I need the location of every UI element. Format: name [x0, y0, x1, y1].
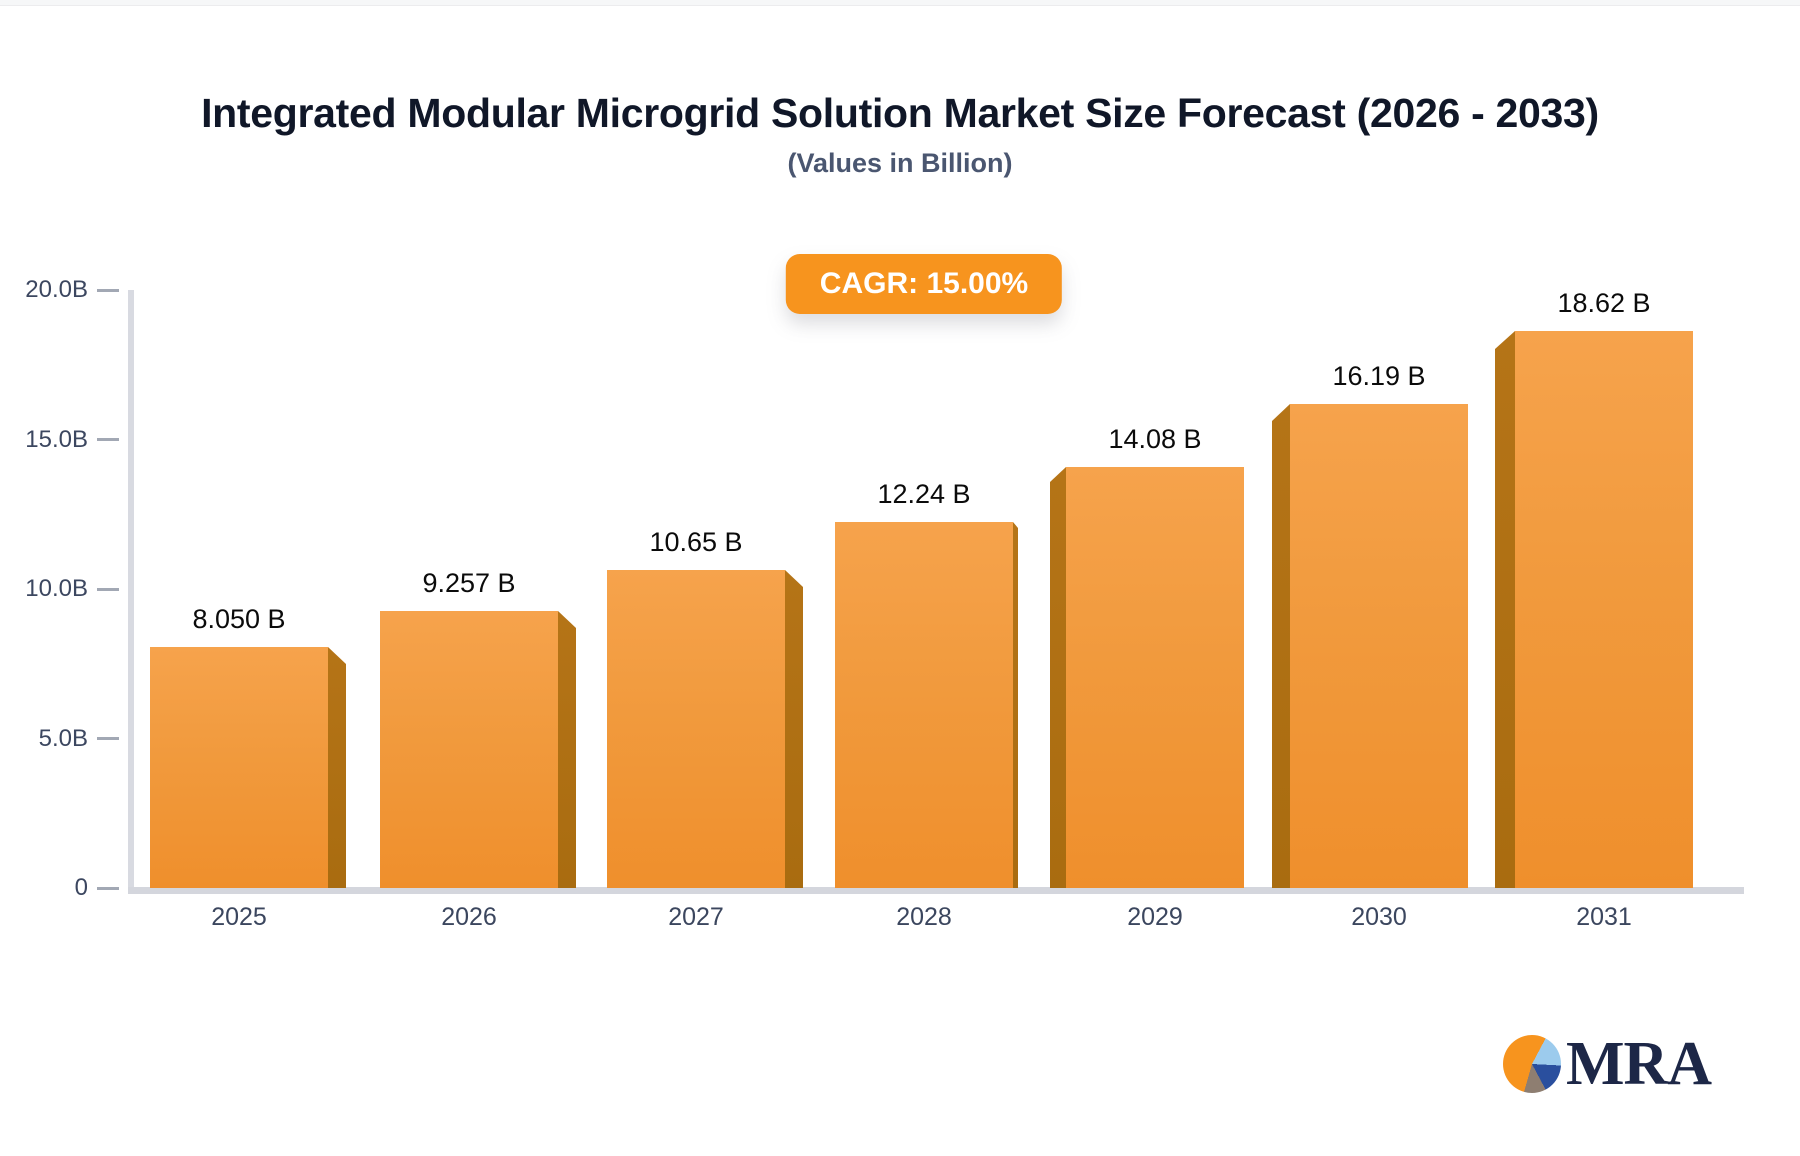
y-tick-label: 20.0B — [25, 276, 88, 303]
bar-3d-side — [558, 611, 576, 888]
brand-logo: MRA — [1503, 1030, 1712, 1098]
y-tick-label: 0 — [74, 874, 88, 901]
y-tick-mark — [97, 288, 119, 292]
x-tick-label-2026: 2026 — [441, 903, 497, 931]
cagr-badge: CAGR: 15.00% — [785, 254, 1063, 314]
x-tick-label-2025: 2025 — [211, 903, 267, 931]
x-tick-label-2028: 2028 — [896, 903, 952, 931]
bar-face — [607, 570, 785, 888]
bar-value-label: 16.19 B — [1332, 361, 1426, 391]
y-tick-label: 5.0B — [38, 724, 88, 752]
x-axis-line — [128, 887, 1744, 894]
y-tick-label: 10.0B — [25, 575, 88, 602]
chart-subtitle: (Values in Billion) — [787, 148, 1013, 178]
x-tick-label-2031: 2031 — [1576, 903, 1632, 931]
bar-face — [1290, 404, 1468, 888]
y-tick-mark — [97, 886, 119, 890]
bar-face — [835, 522, 1013, 888]
bar-value-label: 14.08 B — [1108, 424, 1202, 454]
bar-2028: 12.24 B — [835, 479, 1018, 888]
bar-2026: 9.257 B — [380, 568, 576, 888]
x-tick-label-2029: 2029 — [1127, 903, 1183, 931]
y-tick-label: 15.0B — [25, 425, 88, 453]
bar-3d-side — [1050, 467, 1066, 888]
bar-value-label: 9.257 B — [422, 568, 516, 598]
top-strip — [0, 0, 1800, 6]
bar-2029: 14.08 B — [1050, 424, 1244, 888]
bar-3d-side — [1495, 331, 1515, 888]
bar-2030: 16.19 B — [1272, 361, 1468, 888]
y-axis-line — [128, 290, 134, 894]
bar-2027: 10.65 B — [607, 527, 803, 888]
bar-face — [1515, 331, 1693, 888]
bar-3d-side — [328, 647, 346, 888]
bar-3d-side — [785, 570, 803, 888]
pie-chart-logo-icon — [1503, 1035, 1561, 1093]
bar-3d-side — [1013, 522, 1018, 888]
bar-value-label: 10.65 B — [649, 527, 743, 557]
y-tick-mark — [97, 587, 119, 591]
bar-2031: 18.62 B — [1495, 288, 1693, 888]
bar-face — [150, 647, 328, 888]
bar-3d-side — [1272, 404, 1290, 888]
bar-value-label: 8.050 B — [192, 604, 286, 634]
bar-2025: 8.050 B — [150, 604, 346, 888]
bar-face — [380, 611, 558, 888]
bar-face — [1066, 467, 1244, 888]
chart-title: Integrated Modular Microgrid Solution Ma… — [201, 90, 1599, 136]
y-tick-mark — [97, 737, 119, 740]
brand-logo-text: MRA — [1566, 1030, 1712, 1098]
y-tick-mark — [97, 438, 119, 441]
x-tick-label-2027: 2027 — [668, 903, 724, 931]
x-tick-label-2030: 2030 — [1351, 903, 1407, 931]
bar-value-label: 12.24 B — [877, 479, 971, 509]
bar-value-label: 18.62 B — [1557, 288, 1651, 318]
